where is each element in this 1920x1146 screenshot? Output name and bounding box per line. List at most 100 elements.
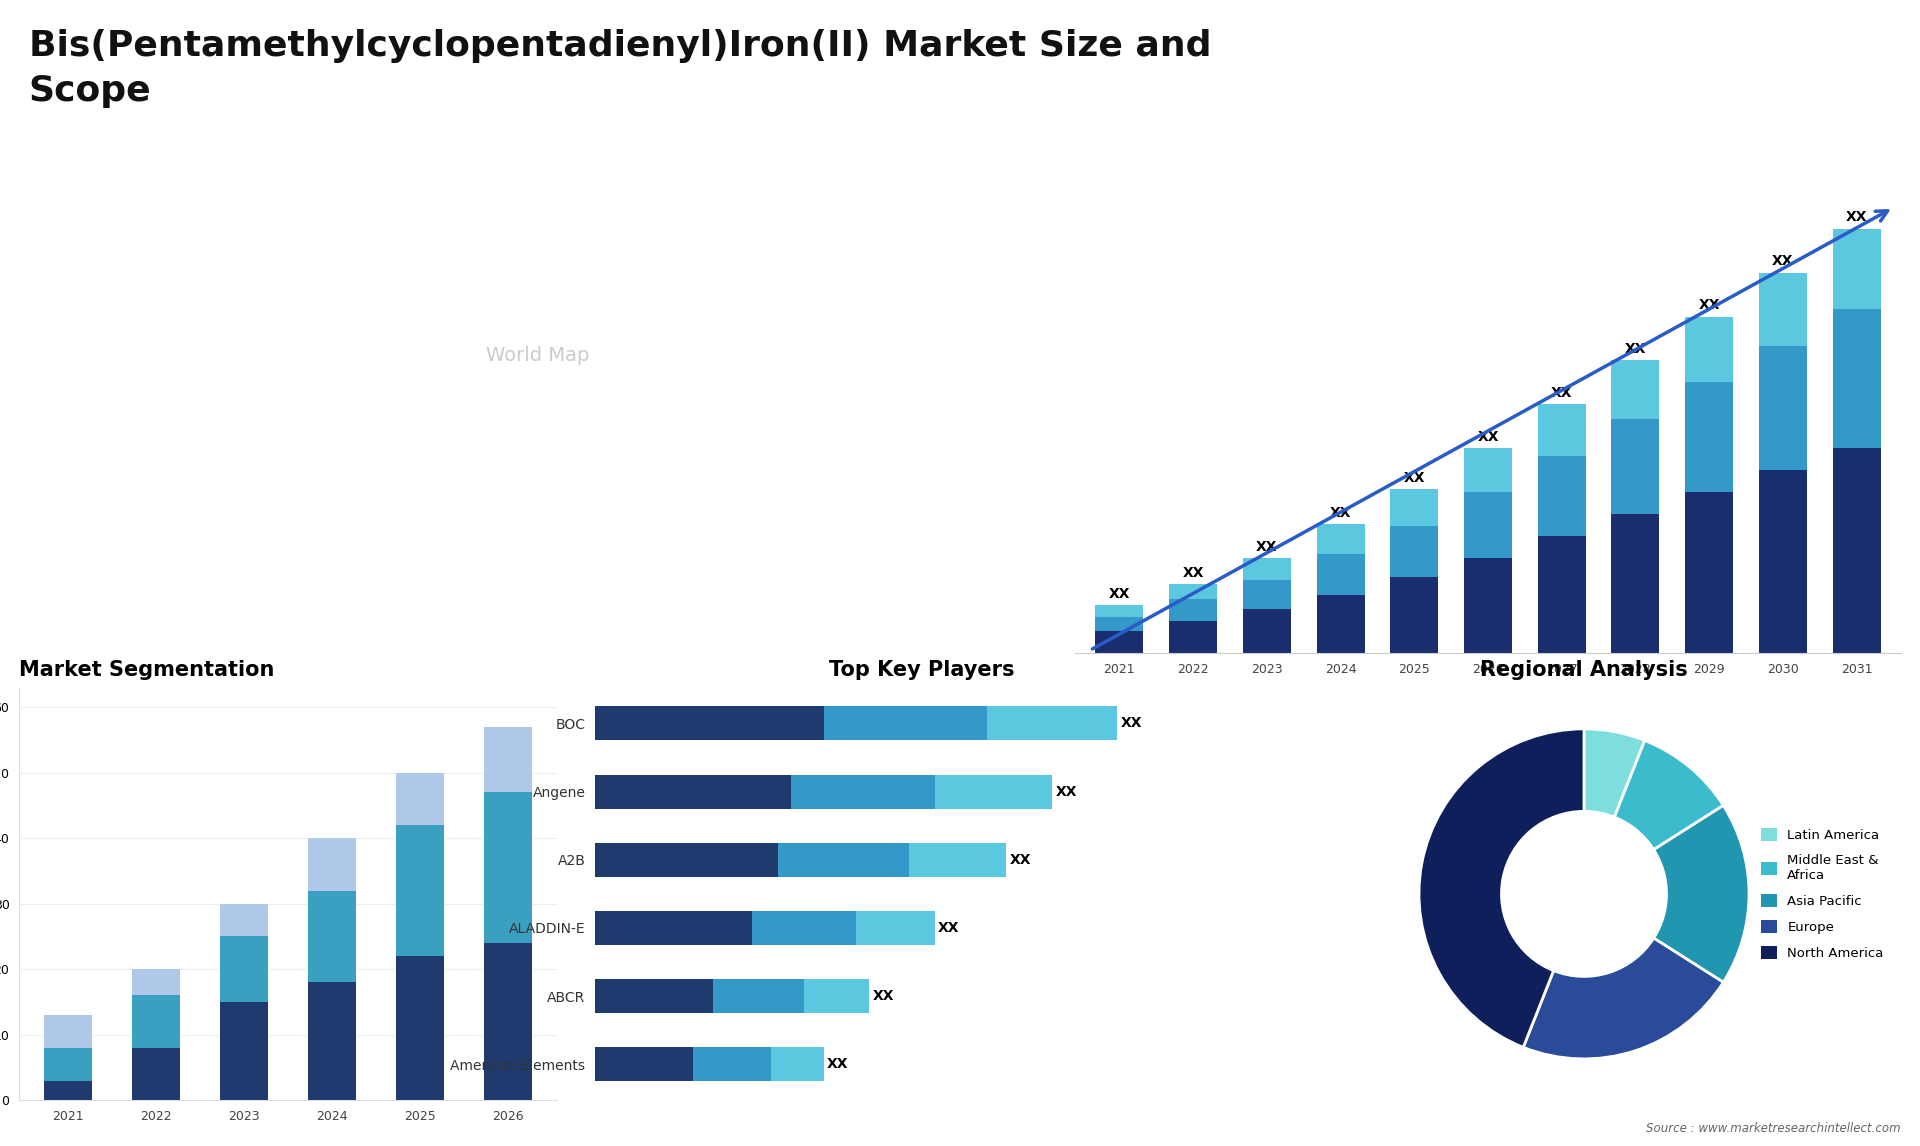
Text: XX: XX <box>1010 853 1031 866</box>
Text: XX: XX <box>1256 540 1277 554</box>
Bar <box>595 1047 693 1082</box>
Bar <box>804 979 870 1013</box>
Bar <box>772 1047 824 1082</box>
Bar <box>396 956 444 1100</box>
Bar <box>1538 456 1586 536</box>
Bar <box>132 970 180 996</box>
Text: Scope: Scope <box>29 74 152 109</box>
Bar <box>1390 489 1438 526</box>
Bar <box>1242 580 1290 610</box>
Wedge shape <box>1615 740 1724 849</box>
Bar <box>908 842 1006 877</box>
Bar <box>778 842 908 877</box>
Bar <box>307 982 357 1100</box>
Text: XX: XX <box>1476 430 1500 444</box>
Bar <box>1169 621 1217 653</box>
Text: XX: XX <box>1108 587 1131 601</box>
Text: XX: XX <box>1404 471 1425 485</box>
Wedge shape <box>1419 729 1584 1047</box>
Text: Market Segmentation: Market Segmentation <box>19 660 275 681</box>
Bar <box>396 772 444 825</box>
Bar <box>1390 526 1438 578</box>
Bar <box>1611 419 1659 515</box>
Bar <box>1096 631 1144 653</box>
Bar <box>1317 595 1365 653</box>
Text: XX: XX <box>1331 507 1352 520</box>
Wedge shape <box>1653 806 1749 982</box>
Bar <box>1611 515 1659 653</box>
Bar <box>1686 316 1734 383</box>
Bar <box>1611 361 1659 419</box>
Text: Source : www.marketresearchintellect.com: Source : www.marketresearchintellect.com <box>1645 1122 1901 1135</box>
Text: World Map: World Map <box>486 346 589 364</box>
Bar <box>1759 470 1807 653</box>
Bar <box>1169 584 1217 599</box>
Bar <box>1759 346 1807 470</box>
Bar <box>1832 309 1880 448</box>
Bar <box>1686 493 1734 653</box>
Text: XX: XX <box>1183 566 1204 580</box>
Bar <box>1096 605 1144 617</box>
Bar <box>1465 493 1511 558</box>
Text: XX: XX <box>1772 254 1793 268</box>
Bar <box>1686 383 1734 493</box>
Text: XX: XX <box>1624 343 1645 356</box>
Text: XX: XX <box>1121 716 1142 730</box>
Title: Regional Analysis: Regional Analysis <box>1480 660 1688 681</box>
Bar <box>595 842 778 877</box>
Bar <box>693 1047 772 1082</box>
Bar <box>1832 229 1880 309</box>
Bar <box>935 775 1052 809</box>
Bar <box>791 775 935 809</box>
Bar <box>987 706 1117 740</box>
Title: Top Key Players: Top Key Players <box>829 660 1014 681</box>
Bar <box>484 943 532 1100</box>
Bar <box>753 911 856 945</box>
Text: XX: XX <box>1845 211 1868 225</box>
Bar <box>1832 448 1880 653</box>
Bar <box>712 979 804 1013</box>
Bar <box>595 706 824 740</box>
Bar <box>219 936 269 1002</box>
Bar <box>396 825 444 956</box>
Wedge shape <box>1523 939 1724 1059</box>
Bar <box>1390 578 1438 653</box>
Legend: Type, Application, Geography: Type, Application, Geography <box>591 696 714 774</box>
Bar <box>1242 610 1290 653</box>
Bar <box>856 911 935 945</box>
Bar <box>1096 617 1144 631</box>
Text: XX: XX <box>1056 785 1077 799</box>
Bar <box>1169 599 1217 621</box>
Bar <box>44 1081 92 1100</box>
Bar <box>1317 554 1365 595</box>
Text: XX: XX <box>874 989 895 1003</box>
Text: XX: XX <box>828 1058 849 1072</box>
Wedge shape <box>1584 729 1645 817</box>
Bar <box>44 1047 92 1081</box>
Bar <box>219 904 269 936</box>
Bar <box>595 775 791 809</box>
Bar <box>1538 405 1586 456</box>
Text: Bis(Pentamethylcyclopentadienyl)Iron(II) Market Size and: Bis(Pentamethylcyclopentadienyl)Iron(II)… <box>29 29 1212 63</box>
Bar <box>1317 525 1365 554</box>
Legend: Latin America, Middle East &
Africa, Asia Pacific, Europe, North America: Latin America, Middle East & Africa, Asi… <box>1755 823 1889 965</box>
Bar <box>307 890 357 982</box>
Bar <box>824 706 987 740</box>
Bar <box>595 979 712 1013</box>
Bar <box>219 1002 269 1100</box>
Bar <box>1242 558 1290 580</box>
Bar <box>1538 536 1586 653</box>
Bar <box>1465 448 1511 493</box>
Bar <box>132 1047 180 1100</box>
Text: XX: XX <box>939 921 960 935</box>
Bar <box>44 1015 92 1047</box>
Bar <box>1759 273 1807 346</box>
Bar <box>595 911 753 945</box>
Text: XX: XX <box>1699 298 1720 312</box>
Bar <box>132 996 180 1047</box>
Text: XX: XX <box>1551 386 1572 400</box>
Bar <box>1465 558 1511 653</box>
Bar <box>484 792 532 943</box>
Bar <box>484 727 532 792</box>
Bar <box>307 838 357 890</box>
